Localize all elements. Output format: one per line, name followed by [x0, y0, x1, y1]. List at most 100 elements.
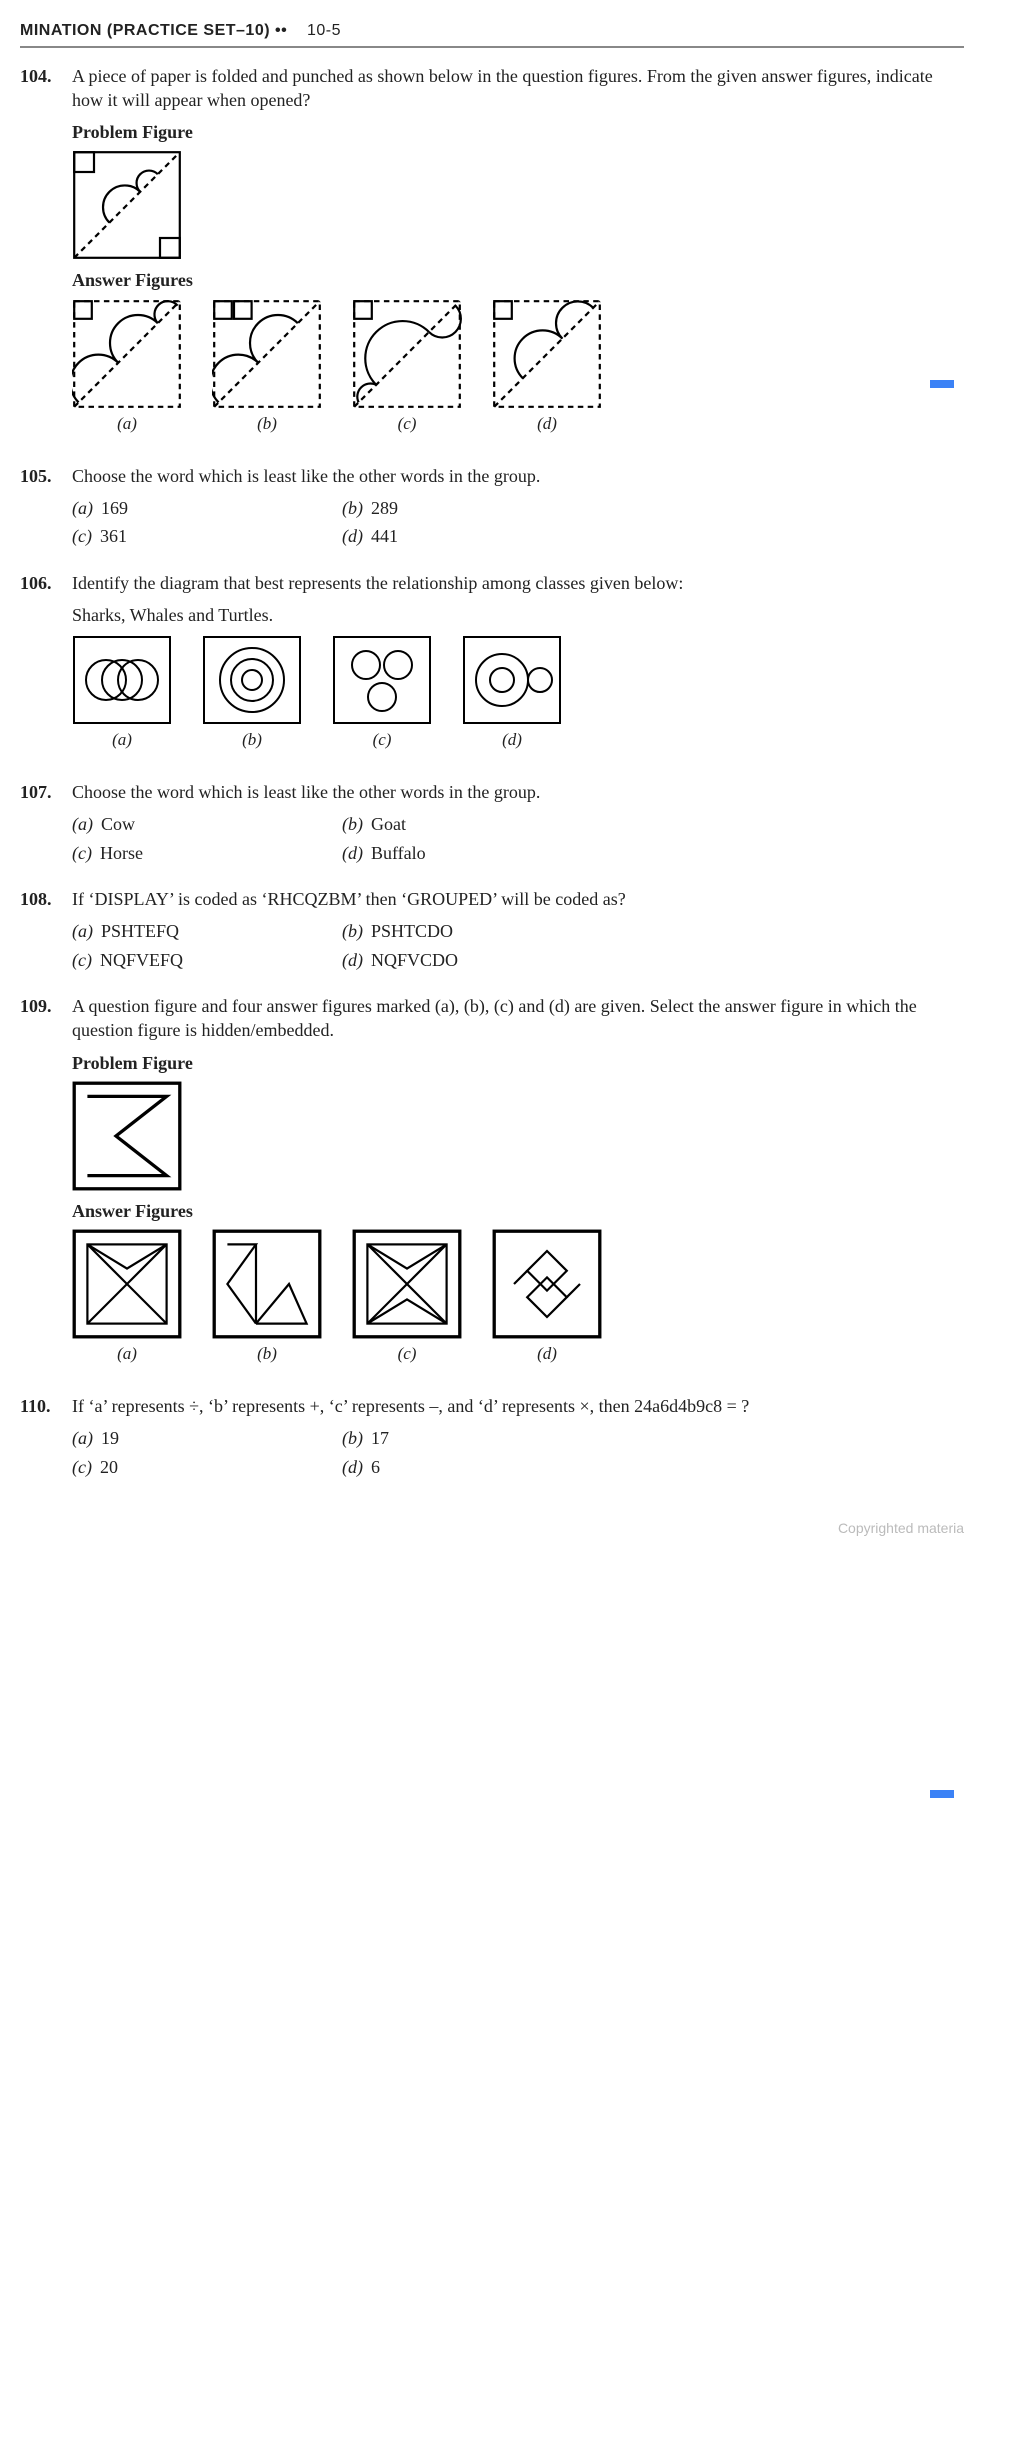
stem: If ‘a’ represents ÷, ‘b’ represents +, ‘…	[72, 1394, 964, 1418]
q106-option-b[interactable]: (b)	[202, 635, 302, 752]
venn-three-separate-icon	[332, 635, 432, 725]
stem: Choose the word which is least like the …	[72, 464, 964, 488]
stem: If ‘DISPLAY’ is coded as ‘RHCQZBM’ then …	[72, 887, 964, 911]
header-right: 10-5	[307, 22, 341, 39]
q109-option-c[interactable]: (c)	[352, 1229, 462, 1366]
q104-option-c[interactable]: (c)	[352, 299, 462, 436]
sigma-shape-icon	[72, 1081, 182, 1191]
stem: Identify the diagram that best represent…	[72, 571, 964, 595]
option-text: 20	[100, 1455, 118, 1479]
q104-option-a[interactable]: (a)	[72, 299, 182, 436]
q107-option-a[interactable]: (a)Cow	[72, 812, 322, 836]
q107-option-c[interactable]: (c)Horse	[72, 841, 322, 865]
question-106: 106. Identify the diagram that best repr…	[20, 571, 964, 759]
q108-option-a[interactable]: (a)PSHTEFQ	[72, 919, 322, 943]
option-text: 289	[371, 496, 398, 520]
question-109: 109. A question figure and four answer f…	[20, 994, 964, 1372]
problem-figure-label: Problem Figure	[72, 1051, 964, 1075]
answer-figures-label: Answer Figures	[72, 268, 964, 292]
q104-option-d[interactable]: (d)	[492, 299, 602, 436]
qnum: 108.	[20, 887, 72, 972]
stem-sub: Sharks, Whales and Turtles.	[72, 603, 964, 627]
q110-option-c[interactable]: (c)20	[72, 1455, 322, 1479]
unfold-figure-icon	[352, 299, 462, 409]
option-text: 169	[101, 496, 128, 520]
qnum: 107.	[20, 780, 72, 865]
q108-option-d[interactable]: (d)NQFVCDO	[342, 948, 592, 972]
paper-fold-icon	[72, 150, 182, 260]
q108-option-b[interactable]: (b)PSHTCDO	[342, 919, 592, 943]
option-label: (c)	[352, 1343, 462, 1366]
q104-option-b[interactable]: (b)	[212, 299, 322, 436]
q109-option-b[interactable]: (b)	[212, 1229, 322, 1366]
option-label: (b)	[212, 1343, 322, 1366]
option-text: Buffalo	[371, 841, 426, 865]
q110-option-a[interactable]: (a)19	[72, 1426, 322, 1450]
q109-problem-figure	[72, 1081, 182, 1191]
option-label: (c)	[352, 413, 462, 436]
venn-nested-plus-one-icon	[462, 635, 562, 725]
q104-problem-figure	[72, 150, 182, 260]
option-label: (d)	[462, 729, 562, 752]
q110-option-d[interactable]: (d)6	[342, 1455, 592, 1479]
stem: A question figure and four answer figure…	[72, 994, 964, 1043]
embedded-figure-icon	[492, 1229, 602, 1339]
option-text: Horse	[100, 841, 143, 865]
question-107: 107. Choose the word which is least like…	[20, 780, 964, 865]
venn-three-overlap-icon	[72, 635, 172, 725]
copyright-notice: Copyrighted materia	[20, 1519, 964, 1538]
q105-option-d[interactable]: (d)441	[342, 524, 592, 548]
option-label: (a)	[72, 729, 172, 752]
option-label: (a)	[72, 413, 182, 436]
page-header: MINATION (PRACTICE SET–10) •• 10-5	[20, 20, 964, 48]
option-text: PSHTCDO	[371, 919, 453, 943]
margin-marker-icon	[930, 1790, 954, 1798]
embedded-figure-icon	[72, 1229, 182, 1339]
margin-marker-icon	[930, 380, 954, 388]
option-text: PSHTEFQ	[101, 919, 179, 943]
embedded-figure-icon	[352, 1229, 462, 1339]
q105-option-b[interactable]: (b)289	[342, 496, 592, 520]
option-label: (d)	[492, 1343, 602, 1366]
stem: A piece of paper is folded and punched a…	[72, 64, 964, 113]
option-text: 17	[371, 1426, 389, 1450]
problem-figure-label: Problem Figure	[72, 120, 964, 144]
q110-option-b[interactable]: (b)17	[342, 1426, 592, 1450]
option-label: (d)	[492, 413, 602, 436]
option-label: (b)	[212, 413, 322, 436]
question-108: 108. If ‘DISPLAY’ is coded as ‘RHCQZBM’ …	[20, 887, 964, 972]
option-label: (b)	[202, 729, 302, 752]
unfold-figure-icon	[212, 299, 322, 409]
q107-option-b[interactable]: (b)Goat	[342, 812, 592, 836]
unfold-figure-icon	[72, 299, 182, 409]
option-text: 361	[100, 524, 127, 548]
option-text: NQFVCDO	[371, 948, 458, 972]
option-text: NQFVEFQ	[100, 948, 183, 972]
option-text: 6	[371, 1455, 380, 1479]
q107-option-d[interactable]: (d)Buffalo	[342, 841, 592, 865]
q105-option-c[interactable]: (c)361	[72, 524, 322, 548]
q109-option-a[interactable]: (a)	[72, 1229, 182, 1366]
answer-figures-label: Answer Figures	[72, 1199, 964, 1223]
qnum: 105.	[20, 464, 72, 549]
q108-option-c[interactable]: (c)NQFVEFQ	[72, 948, 322, 972]
qnum: 106.	[20, 571, 72, 759]
q105-option-a[interactable]: (a)169	[72, 496, 322, 520]
venn-concentric-icon	[202, 635, 302, 725]
option-text: Cow	[101, 812, 135, 836]
option-text: 19	[101, 1426, 119, 1450]
q106-option-a[interactable]: (a)	[72, 635, 172, 752]
option-text: 441	[371, 524, 398, 548]
unfold-figure-icon	[492, 299, 602, 409]
option-text: Goat	[371, 812, 406, 836]
q106-option-d[interactable]: (d)	[462, 635, 562, 752]
qnum: 109.	[20, 994, 72, 1372]
option-label: (a)	[72, 1343, 182, 1366]
question-110: 110. If ‘a’ represents ÷, ‘b’ represents…	[20, 1394, 964, 1479]
header-left: MINATION (PRACTICE SET–10) ••	[20, 22, 287, 39]
stem: Choose the word which is least like the …	[72, 780, 964, 804]
question-104: 104. A piece of paper is folded and punc…	[20, 64, 964, 442]
qnum: 104.	[20, 64, 72, 442]
q109-option-d[interactable]: (d)	[492, 1229, 602, 1366]
q106-option-c[interactable]: (c)	[332, 635, 432, 752]
